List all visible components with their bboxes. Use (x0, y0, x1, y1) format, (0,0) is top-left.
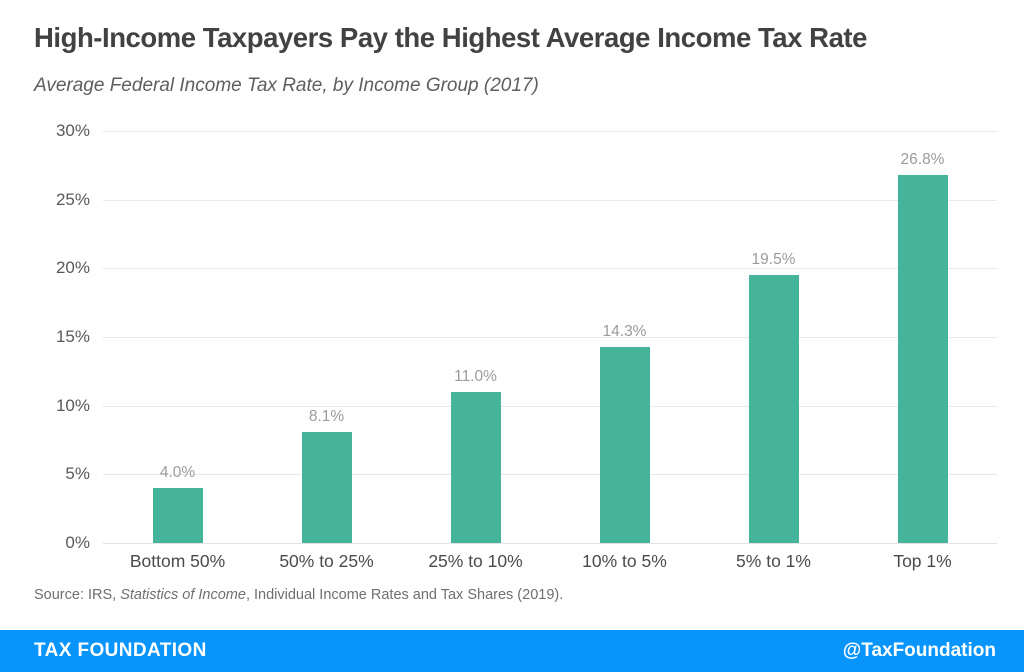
bar-value-label: 11.0% (454, 367, 497, 385)
chart-subtitle: Average Federal Income Tax Rate, by Inco… (34, 75, 539, 96)
x-axis-tick-label: Bottom 50% (129, 551, 226, 571)
footer-social-handle[interactable]: @TaxFoundation (842, 640, 996, 661)
bar[interactable] (301, 431, 352, 543)
gridline (103, 543, 997, 544)
bar[interactable] (748, 275, 799, 543)
bar-value-label: 4.0% (159, 464, 196, 482)
y-axis-tick-label: 30% (55, 121, 90, 140)
bar[interactable] (450, 391, 501, 543)
y-axis-tick-label: 10% (55, 395, 90, 415)
source-note: Source: IRS, Statistics of Income, Indiv… (34, 587, 563, 603)
source-publication: Statistics of Income (120, 587, 246, 603)
bar[interactable] (897, 174, 948, 543)
bar[interactable] (152, 488, 203, 543)
y-axis-tick-label: 0% (65, 533, 90, 552)
y-axis: 0% 5% 10% 15% 20% 25% 30% (0, 121, 90, 552)
gridline (103, 199, 997, 201)
footer-brand-label: TAX FOUNDATION (34, 640, 207, 661)
bar-value-label: 26.8% (900, 150, 945, 168)
plot-area: 4.0% Bottom 50% 8.1% 50% to 25% 11.0% 25% to … (103, 131, 997, 571)
gridline (103, 131, 997, 132)
bar[interactable] (599, 346, 650, 543)
y-axis-tick-label: 5% (65, 464, 90, 484)
y-axis-tick-label: 15% (55, 327, 90, 346)
footer-bar: TAX FOUNDATION @TaxFoundation (0, 630, 1024, 672)
y-axis-tick-label: 25% (55, 189, 90, 209)
gridline (103, 268, 997, 270)
gridline (103, 474, 997, 476)
bar-value-label: 14.3% (602, 322, 647, 340)
x-axis-tick-label: 50% to 25% (279, 551, 374, 571)
x-axis-tick-label: 5% to 1% (736, 551, 811, 571)
source-suffix: , Individual Income Rates and Tax Shares… (245, 587, 564, 603)
y-axis-tick-label: 20% (55, 258, 90, 278)
bar-value-label: 8.1% (308, 407, 345, 425)
page-title: High-Income Taxpayers Pay the Highest Av… (34, 22, 867, 53)
gridline (103, 337, 997, 338)
gridline (103, 405, 997, 407)
x-axis-tick-label: Top 1% (893, 551, 952, 571)
source-prefix: Source: IRS, (34, 587, 121, 603)
x-axis-tick-label: 10% to 5% (582, 551, 667, 571)
bar-value-label: 19.5% (751, 251, 796, 269)
x-axis-tick-label: 25% to 10% (428, 551, 523, 571)
